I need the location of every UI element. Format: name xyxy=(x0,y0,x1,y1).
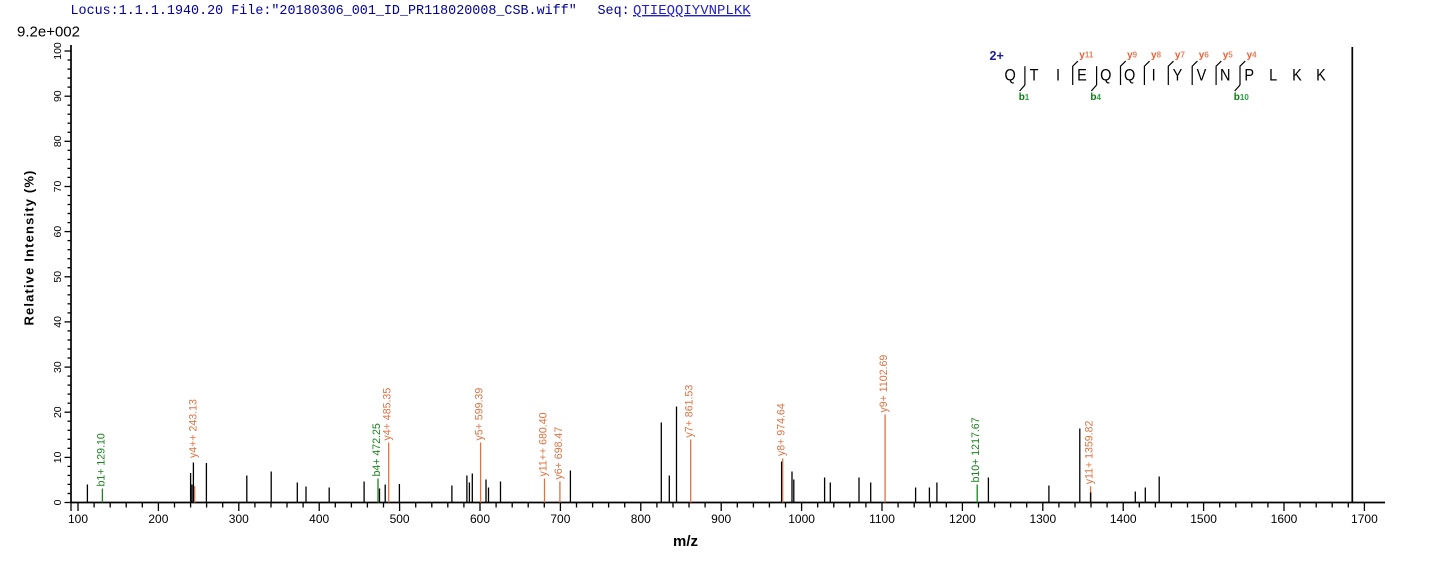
svg-text:N: N xyxy=(1220,67,1230,85)
svg-text:1500: 1500 xyxy=(1190,512,1217,526)
svg-text:y4+ 485.35: y4+ 485.35 xyxy=(382,388,394,441)
svg-text:y5+ 599.39: y5+ 599.39 xyxy=(474,388,486,441)
svg-text:300: 300 xyxy=(229,512,249,526)
svg-text:Seq:: Seq: xyxy=(598,4,630,19)
svg-text:I: I xyxy=(1152,67,1156,85)
svg-text:500: 500 xyxy=(390,512,410,526)
svg-text:50: 50 xyxy=(52,271,64,283)
svg-text:V: V xyxy=(1197,67,1207,85)
svg-text:b10: b10 xyxy=(1234,92,1250,103)
svg-text:y8: y8 xyxy=(1151,50,1162,61)
svg-text:80: 80 xyxy=(52,135,64,147)
svg-text:1300: 1300 xyxy=(1029,512,1056,526)
svg-text:L: L xyxy=(1269,67,1277,85)
svg-text:1700: 1700 xyxy=(1351,512,1378,526)
svg-text:100: 100 xyxy=(68,512,88,526)
svg-text:y9: y9 xyxy=(1127,50,1138,61)
svg-text:b4: b4 xyxy=(1090,92,1101,103)
svg-text:Y: Y xyxy=(1173,67,1183,85)
svg-text:Q: Q xyxy=(1005,67,1016,85)
svg-text:700: 700 xyxy=(550,512,570,526)
svg-text:Relative Intensity (%): Relative Intensity (%) xyxy=(22,169,37,325)
svg-text:400: 400 xyxy=(309,512,329,526)
svg-text:y4: y4 xyxy=(1247,50,1258,61)
svg-text:y11: y11 xyxy=(1079,50,1094,61)
svg-text:20: 20 xyxy=(52,406,64,418)
svg-text:1200: 1200 xyxy=(949,512,976,526)
svg-text:90: 90 xyxy=(52,90,64,102)
svg-text:b1+ 129.10: b1+ 129.10 xyxy=(95,433,107,486)
svg-text:y5: y5 xyxy=(1223,50,1234,61)
svg-text:E: E xyxy=(1077,67,1087,85)
svg-text:y4++ 243.13: y4++ 243.13 xyxy=(188,399,200,458)
svg-text:m/z: m/z xyxy=(673,533,698,550)
svg-text:y6: y6 xyxy=(1199,50,1210,61)
svg-text:1400: 1400 xyxy=(1110,512,1137,526)
svg-text:2+: 2+ xyxy=(990,49,1004,63)
svg-text:900: 900 xyxy=(711,512,731,526)
svg-text:60: 60 xyxy=(52,226,64,238)
svg-text:1600: 1600 xyxy=(1271,512,1298,526)
svg-text:10: 10 xyxy=(52,451,64,463)
svg-text:70: 70 xyxy=(52,181,64,193)
svg-text:T: T xyxy=(1030,67,1039,85)
svg-text:QTIEQQIYVNPLKK: QTIEQQIYVNPLKK xyxy=(633,3,751,19)
svg-text:0: 0 xyxy=(52,499,64,505)
svg-text:y6+ 698.47: y6+ 698.47 xyxy=(553,427,565,480)
svg-text:Q: Q xyxy=(1124,67,1135,85)
svg-text:100: 100 xyxy=(52,42,64,60)
svg-text:y7+ 861.53: y7+ 861.53 xyxy=(684,385,696,438)
svg-text:y9+ 1102.69: y9+ 1102.69 xyxy=(878,355,890,413)
svg-text:K: K xyxy=(1316,67,1326,85)
svg-text:b1: b1 xyxy=(1019,92,1030,103)
svg-text:200: 200 xyxy=(148,512,168,526)
svg-text:b4+ 472.25: b4+ 472.25 xyxy=(371,423,383,476)
svg-text:40: 40 xyxy=(52,316,64,328)
svg-text:P: P xyxy=(1244,67,1254,85)
svg-text:600: 600 xyxy=(470,512,490,526)
svg-text:y11++ 680.40: y11++ 680.40 xyxy=(538,412,550,476)
svg-text:b10+ 1217.67: b10+ 1217.67 xyxy=(970,417,982,482)
svg-text:y11+ 1359.82: y11+ 1359.82 xyxy=(1084,420,1096,484)
svg-text:30: 30 xyxy=(52,361,64,373)
svg-text:I: I xyxy=(1056,67,1060,85)
svg-text:y8+ 974.64: y8+ 974.64 xyxy=(776,403,788,456)
svg-text:Locus:1.1.1.1940.20 File:"2018: Locus:1.1.1.1940.20 File:"20180306_001_I… xyxy=(71,4,577,19)
svg-text:1100: 1100 xyxy=(869,512,895,526)
svg-text:9.2e+002: 9.2e+002 xyxy=(17,24,80,41)
svg-text:y7: y7 xyxy=(1175,50,1186,61)
svg-text:1000: 1000 xyxy=(788,512,815,526)
svg-text:800: 800 xyxy=(631,512,651,526)
svg-text:Q: Q xyxy=(1100,67,1111,85)
svg-text:K: K xyxy=(1292,67,1302,85)
